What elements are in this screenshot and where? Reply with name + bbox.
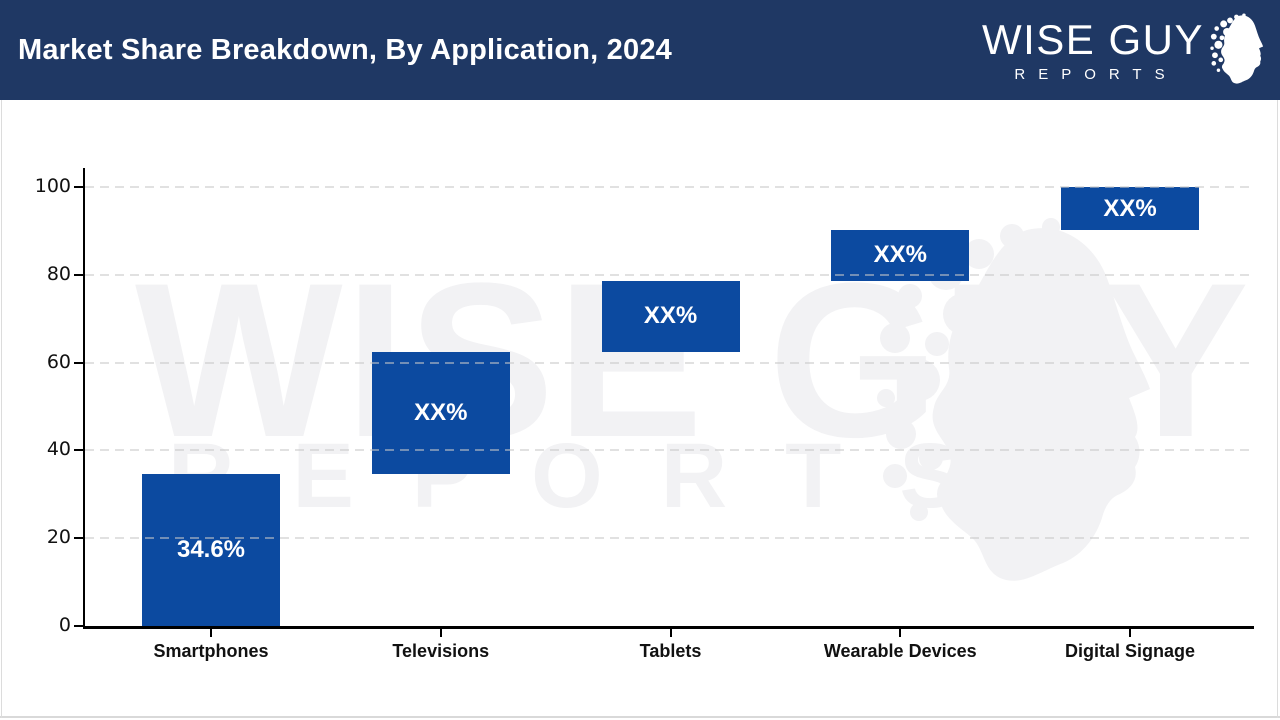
- chart-area: WISE GUY REPORTS 34.6% XX% XX% XX% XX% 0 20 40 6…: [0, 100, 1280, 720]
- bar-wearable-devices: [831, 230, 970, 281]
- x-tick-smartphones: [210, 629, 212, 637]
- x-axis-line: [83, 626, 1254, 629]
- y-tick-label-60: 60: [46, 350, 71, 373]
- x-tick-tablets: [669, 629, 672, 637]
- logo-text: WISE GUY REPORTS: [981, 15, 1204, 83]
- bar-label-televisions: XX%: [414, 399, 468, 427]
- bar-label-wearable-devices: XX%: [873, 241, 927, 269]
- y-tick-20: [74, 537, 83, 540]
- logo-wordmark: WISE GUY: [981, 15, 1204, 63]
- bottom-rule: [0, 716, 1280, 718]
- gridline-20: [85, 537, 1254, 540]
- watermark-subtext: REPORTS: [168, 425, 1019, 527]
- left-rule: [1, 100, 2, 718]
- bar-smartphones: [142, 474, 280, 626]
- bar-televisions: [371, 352, 510, 475]
- y-tick-60: [74, 361, 83, 364]
- category-label-tablets: Tablets: [639, 641, 702, 661]
- category-label-smartphones: Smartphones: [153, 641, 269, 661]
- x-tick-digital-signage: [1129, 629, 1131, 637]
- y-tick-label-20: 20: [46, 526, 71, 549]
- bar-digital-signage: [1061, 187, 1199, 231]
- bar-label-digital-signage: XX%: [1103, 194, 1157, 222]
- right-rule: [1277, 100, 1278, 718]
- y-tick-40: [74, 449, 83, 452]
- gridline-100: [85, 186, 1254, 188]
- bar-label-tablets: XX%: [643, 302, 698, 330]
- wise-guy-logo: WISE GUY REPORTS: [982, 12, 1266, 88]
- y-tick-label-100: 100: [34, 175, 71, 197]
- y-tick-80: [74, 273, 83, 276]
- x-tick-televisions: [439, 629, 442, 637]
- y-tick-label-80: 80: [46, 262, 71, 285]
- category-label-digital-signage: Digital Signage: [1064, 641, 1196, 661]
- y-tick-label-0: 0: [58, 614, 71, 636]
- wise-guy-face-icon: [1210, 13, 1264, 84]
- y-tick-label-40: 40: [46, 438, 71, 461]
- category-label-televisions: Televisions: [392, 641, 490, 661]
- header: Market Share Breakdown, By Application, …: [0, 0, 1280, 100]
- logo-subtext: REPORTS: [1014, 65, 1178, 83]
- gridline-60: [85, 361, 1254, 364]
- bar-tablets: [601, 280, 740, 353]
- gridline-40: [85, 449, 1254, 452]
- y-axis-line: [83, 168, 85, 629]
- category-label-wearable-devices: Wearable Devices: [823, 641, 977, 661]
- x-tick-wearable-devices: [899, 629, 902, 637]
- y-tick-0: [74, 625, 83, 627]
- bar-label-smartphones: 34.6%: [176, 536, 246, 564]
- y-tick-100: [74, 186, 83, 188]
- page-title: Market Share Breakdown, By Application, …: [18, 33, 672, 66]
- gridline-80: [85, 273, 1254, 276]
